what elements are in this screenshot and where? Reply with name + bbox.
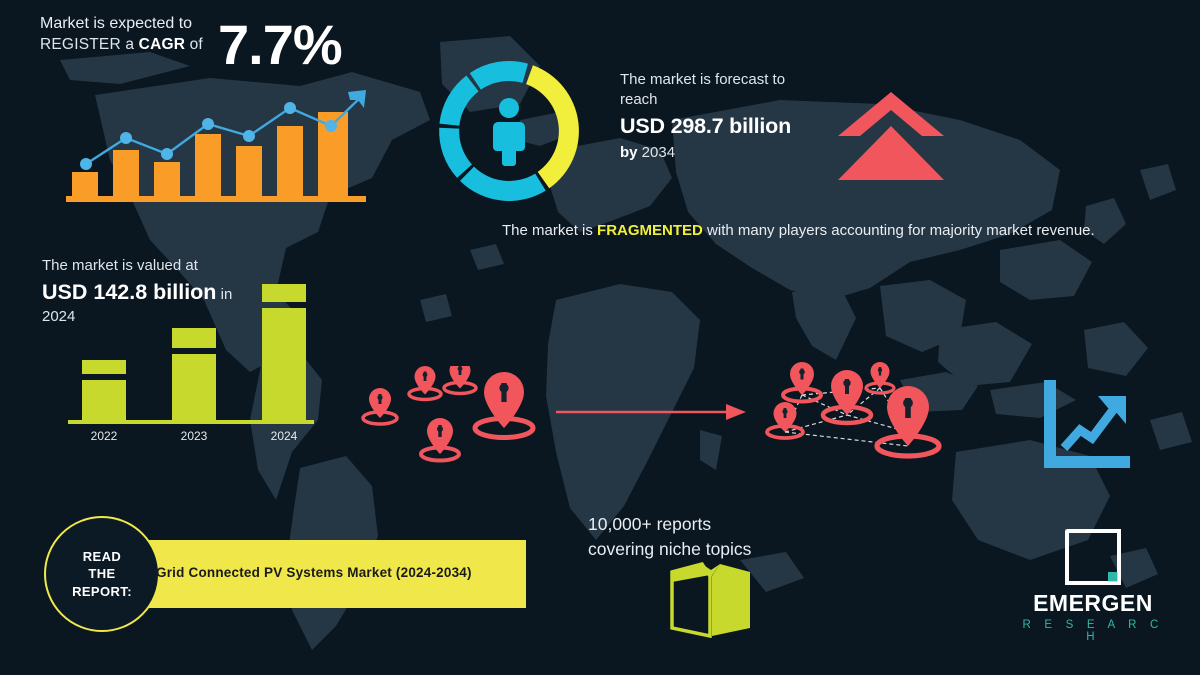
cta-line-1: READ (82, 548, 122, 564)
scattered-location-pins-icon (352, 360, 552, 472)
cagr-line-2-post: of (185, 35, 203, 53)
cagr-line-2-pre: REGISTER a (40, 35, 139, 53)
person-icon (493, 98, 525, 166)
report-title[interactable]: Grid Connected PV Systems Market (2024-2… (156, 565, 472, 580)
square-outline-icon (1064, 528, 1122, 586)
reports-line-1: 10,000+ reports (588, 514, 712, 534)
green-chart-label-2024: 2024 (271, 429, 298, 443)
read-the-report-label: READ THE REPORT: (72, 548, 132, 601)
logo-name: EMERGEN (1033, 590, 1153, 616)
valuation-line-1: The market is valued at (42, 257, 198, 274)
reports-line-2: covering niche topics (588, 539, 752, 560)
forecast-year: 2034 (637, 143, 676, 161)
cagr-value: 7.7% (218, 13, 343, 76)
valuation-amount: USD 142.8 billion (42, 279, 217, 304)
forecast-by-label: by (620, 143, 638, 161)
double-up-chevron-icon (836, 90, 946, 182)
valuation-text-block: The market is valued at USD 142.8 billio… (42, 256, 322, 327)
emergen-research-logo: EMERGEN R E S E A R C H (1022, 528, 1164, 644)
green-chart-label-2022: 2022 (91, 429, 118, 443)
line-chart-growth-icon (1036, 374, 1136, 474)
valuation-value: USD 142.8 billion in (42, 279, 322, 307)
cagr-keyword: CAGR (138, 35, 186, 53)
cagr-line-1: Market is expected to (40, 15, 193, 32)
connected-location-pins-icon (752, 360, 964, 478)
market-growth-trend-chart (66, 86, 386, 208)
forecast-text-block: The market is forecast to reach USD 298.… (620, 70, 880, 162)
forecast-line-1: The market is forecast to (620, 71, 786, 88)
cagr-line-2: REGISTER a CAGR of (40, 35, 370, 55)
fragmentation-post: with many players accounting for majorit… (702, 222, 1095, 239)
reports-text-block: 10,000+ reports covering niche topics (588, 512, 828, 563)
forecast-line-2: reach (620, 90, 658, 108)
fragmentation-emphasis: FRAGMENTED (597, 222, 703, 239)
cta-line-3: REPORT: (72, 583, 132, 599)
cta-line-2: THE (88, 566, 116, 582)
green-chart-label-2023: 2023 (181, 429, 208, 443)
right-arrow-icon (556, 398, 746, 426)
forecast-year-line: by 2034 (620, 143, 880, 163)
read-the-report-bar[interactable] (98, 540, 526, 608)
market-valuation-by-year-chart: 2022 2023 2024 (60, 272, 320, 448)
market-fragmentation-donut (432, 56, 586, 206)
cagr-text-block: Market is expected to REGISTER a CAGR of (40, 14, 370, 55)
valuation-year: 2024 (42, 308, 76, 326)
read-the-report-button[interactable]: READ THE REPORT: (44, 516, 160, 632)
forecast-value: USD 298.7 billion (620, 114, 792, 138)
logo-subtitle: R E S E A R C H (1022, 619, 1164, 643)
valuation-suffix: in (216, 285, 233, 303)
open-book-icon (668, 561, 754, 639)
fragmentation-statement: The market is FRAGMENTED with many playe… (502, 220, 1138, 243)
fragmentation-pre: The market is (502, 222, 598, 239)
